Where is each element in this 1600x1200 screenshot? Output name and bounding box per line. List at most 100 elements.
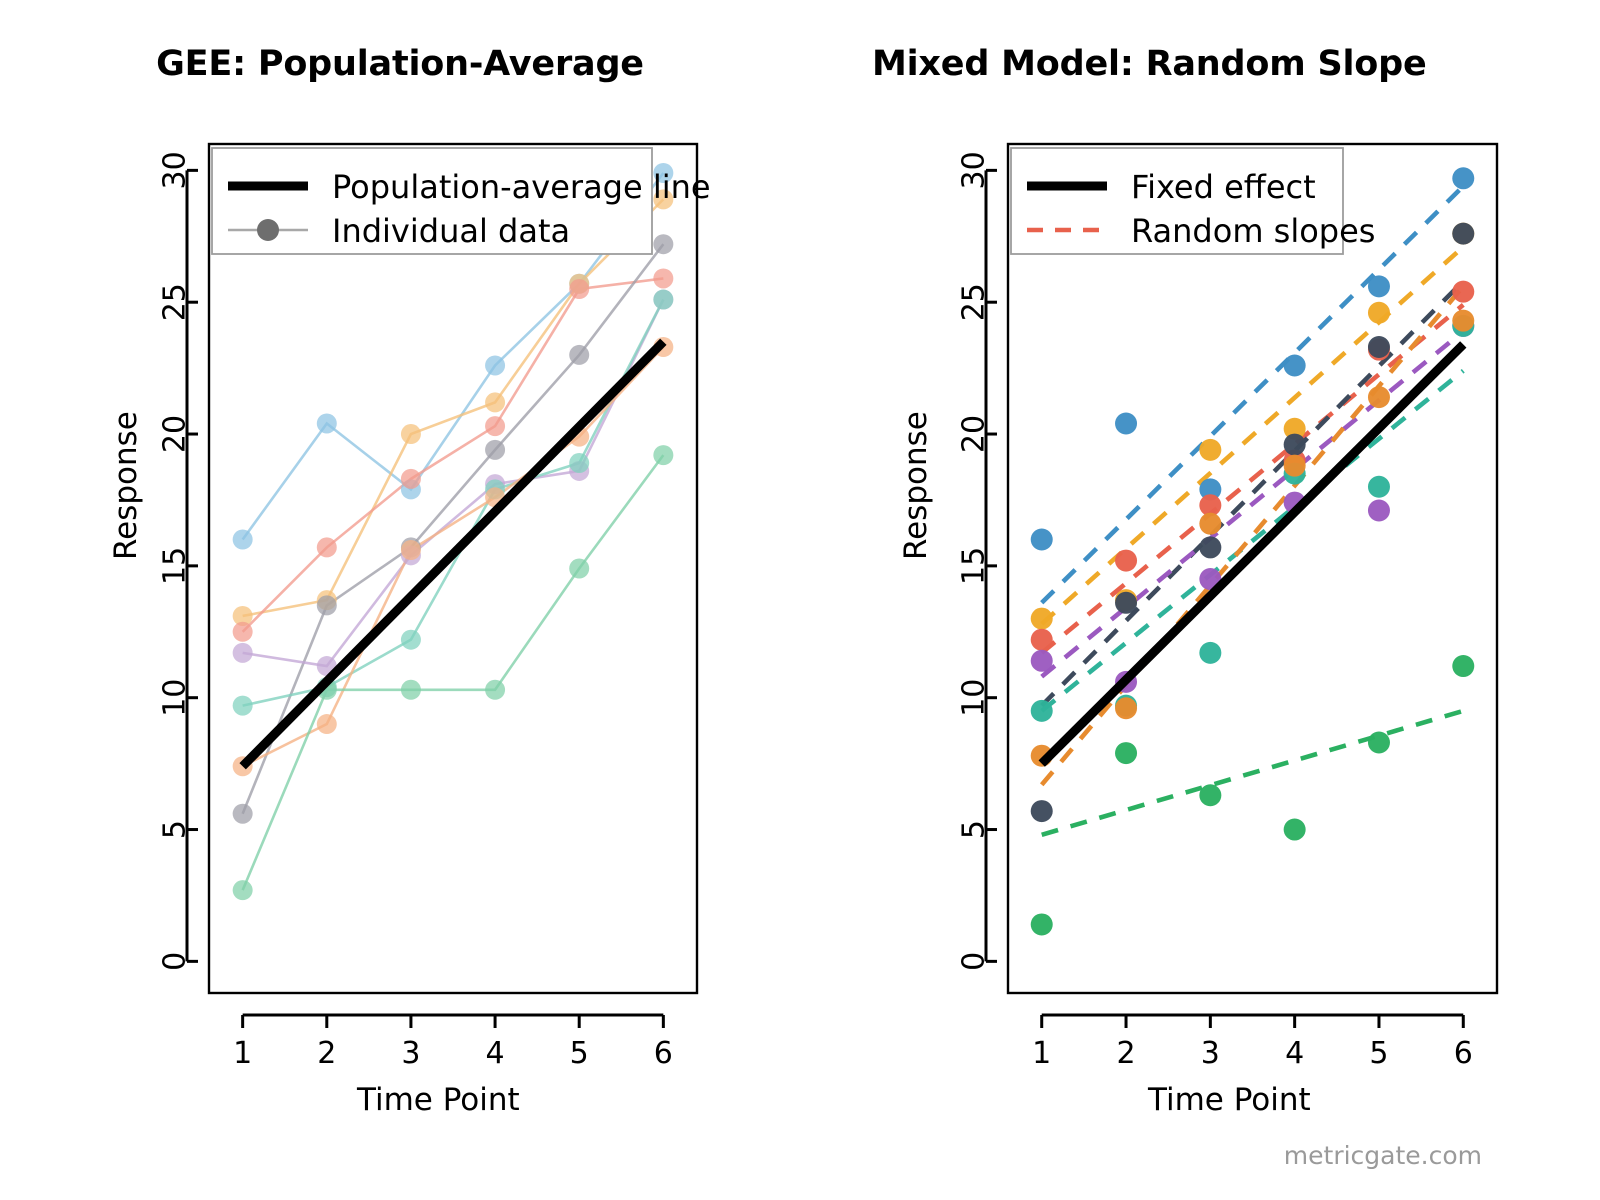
data-point <box>232 621 253 642</box>
y-axis-tick-label: 5 <box>158 820 193 839</box>
legend-swatch-point <box>257 219 279 241</box>
x-axis-tick-label: 2 <box>1116 1036 1135 1071</box>
data-point <box>1199 512 1222 535</box>
y-axis-tick-label: 30 <box>158 151 193 189</box>
data-point <box>653 289 674 310</box>
watermark: metricgate.com <box>1283 1141 1482 1170</box>
data-point <box>1367 386 1390 409</box>
data-point <box>1199 784 1222 807</box>
data-point <box>1115 742 1138 765</box>
data-point <box>232 695 253 716</box>
data-point <box>1030 607 1053 630</box>
data-point <box>1367 731 1390 754</box>
data-point <box>1283 354 1306 377</box>
series-line <box>242 298 665 668</box>
data-point <box>232 605 253 626</box>
series-group <box>232 163 674 901</box>
data-point <box>1367 301 1390 324</box>
panel-title-mixed: Mixed Model: Random Slope <box>872 44 1427 84</box>
data-point <box>653 268 674 289</box>
data-point <box>1367 336 1390 359</box>
plot-area-gee: 0 5 10 15 20 25 30 1 2 3 4 5 6 Population-average lin… <box>158 142 711 1071</box>
random-slope-line <box>1040 329 1465 679</box>
data-point <box>232 529 253 550</box>
data-point <box>316 595 337 616</box>
legend-label: Population-average line <box>332 168 711 206</box>
data-point <box>1283 417 1306 440</box>
y-axis-tick-label: 25 <box>158 283 193 321</box>
data-point <box>1283 433 1306 456</box>
data-point <box>316 413 337 434</box>
plot-frame <box>1006 142 1499 995</box>
random-slope-line <box>1040 245 1465 626</box>
legend-label: Random slopes <box>1131 212 1375 250</box>
panel-mixed: Mixed Model: Random Slope 0 5 10 15 20 25 30 1 2… <box>800 0 1600 1200</box>
data-point <box>1199 438 1222 461</box>
series-group <box>1030 167 1475 936</box>
data-point <box>1283 454 1306 477</box>
data-point <box>1367 275 1390 298</box>
data-point <box>653 445 674 466</box>
y-axis-label-mixed: Response <box>898 411 934 560</box>
x-axis-label-gee: Time Point <box>357 1082 520 1118</box>
x-axis-tick-label: 3 <box>1201 1036 1220 1071</box>
data-point <box>1199 536 1222 559</box>
series-line <box>241 243 665 815</box>
data-point <box>485 392 506 413</box>
series-line <box>241 454 665 891</box>
data-point <box>1199 494 1222 517</box>
series-line <box>241 172 665 541</box>
data-point <box>316 537 337 558</box>
data-point <box>569 453 590 474</box>
y-axis-tick-label: 15 <box>957 547 992 585</box>
y-axis-tick-label: 20 <box>957 415 992 453</box>
data-point <box>1115 412 1138 435</box>
data-point <box>485 355 506 376</box>
y-axis-tick-label: 0 <box>957 952 992 971</box>
x-axis-tick-label: 4 <box>1285 1036 1304 1071</box>
data-point <box>232 642 253 663</box>
data-point <box>1452 222 1475 245</box>
plot-area-mixed: 0 5 10 15 20 25 30 1 2 3 4 5 6 Fixed effect Random slo… <box>957 142 1499 1071</box>
panel-gee: GEE: Population-Average 0 5 10 15 20 25 30 1 2 3 4… <box>108 44 711 1118</box>
series-line <box>241 277 664 633</box>
data-point <box>569 279 590 300</box>
data-point <box>1452 655 1475 678</box>
data-point <box>1115 549 1138 572</box>
random-slope-line <box>1040 279 1465 708</box>
y-axis-tick-label: 10 <box>957 679 992 717</box>
legend-label: Individual data <box>332 212 570 250</box>
panel-title-gee: GEE: Population-Average <box>156 44 644 84</box>
data-point <box>1367 475 1390 498</box>
x-axis-tick-label: 6 <box>1454 1036 1473 1071</box>
data-point <box>485 439 506 460</box>
y-axis-tick-label: 5 <box>957 820 992 839</box>
data-point <box>1452 309 1475 332</box>
x-axis-tick-label: 6 <box>654 1036 673 1071</box>
y-axis-label-gee: Response <box>108 411 144 560</box>
data-point <box>569 344 590 365</box>
random-slope-line <box>1039 284 1466 787</box>
data-point <box>400 424 421 445</box>
series-line <box>242 346 665 768</box>
random-slope-line <box>1040 368 1465 713</box>
data-point <box>1199 641 1222 664</box>
series-line <box>242 298 665 707</box>
data-point <box>485 416 506 437</box>
data-point <box>1115 591 1138 614</box>
y-axis-tick-label: 0 <box>158 952 193 971</box>
x-axis-label-mixed: Time Point <box>1148 1082 1311 1118</box>
data-point <box>400 468 421 489</box>
y-axis-tick-label: 20 <box>158 415 193 453</box>
data-point <box>400 629 421 650</box>
data-point <box>232 880 253 901</box>
x-axis-tick-label: 5 <box>570 1036 589 1071</box>
data-point <box>653 234 674 255</box>
y-axis-tick-label: 25 <box>957 283 992 321</box>
data-point <box>1367 499 1390 522</box>
data-point <box>1452 280 1475 303</box>
data-point <box>1030 800 1053 823</box>
x-axis-tick-label: 3 <box>401 1036 420 1071</box>
data-point <box>1115 697 1138 720</box>
x-axis-tick-label: 1 <box>1032 1036 1051 1071</box>
